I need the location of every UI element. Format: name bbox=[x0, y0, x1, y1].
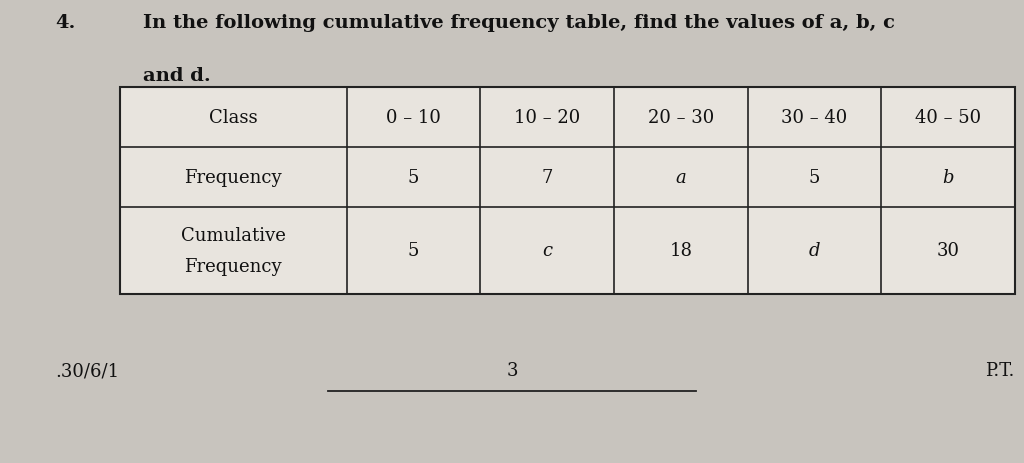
Text: 18: 18 bbox=[670, 242, 692, 260]
Text: Frequency: Frequency bbox=[184, 169, 283, 187]
Text: c: c bbox=[542, 242, 552, 260]
Text: b: b bbox=[942, 169, 953, 187]
Text: and d.: and d. bbox=[143, 67, 211, 85]
Text: 5: 5 bbox=[408, 169, 420, 187]
Text: .30/6/1: .30/6/1 bbox=[55, 362, 120, 379]
Text: In the following cumulative frequency table, find the values of a, b, c: In the following cumulative frequency ta… bbox=[143, 14, 895, 32]
Text: 3: 3 bbox=[506, 362, 518, 379]
Text: 30 – 40: 30 – 40 bbox=[781, 109, 848, 127]
Text: 10 – 20: 10 – 20 bbox=[514, 109, 581, 127]
Text: 0 – 10: 0 – 10 bbox=[386, 109, 441, 127]
Text: Frequency: Frequency bbox=[184, 257, 283, 275]
Text: d: d bbox=[809, 242, 820, 260]
Text: 20 – 30: 20 – 30 bbox=[648, 109, 714, 127]
Text: 5: 5 bbox=[408, 242, 420, 260]
Text: 5: 5 bbox=[809, 169, 820, 187]
Text: 7: 7 bbox=[542, 169, 553, 187]
Text: Class: Class bbox=[209, 109, 258, 127]
Text: Cumulative: Cumulative bbox=[181, 226, 286, 244]
Text: a: a bbox=[676, 169, 686, 187]
Text: 30: 30 bbox=[937, 242, 959, 260]
Text: 40 – 50: 40 – 50 bbox=[914, 109, 981, 127]
Text: 4.: 4. bbox=[55, 14, 76, 32]
Text: P.T.: P.T. bbox=[985, 362, 1015, 379]
